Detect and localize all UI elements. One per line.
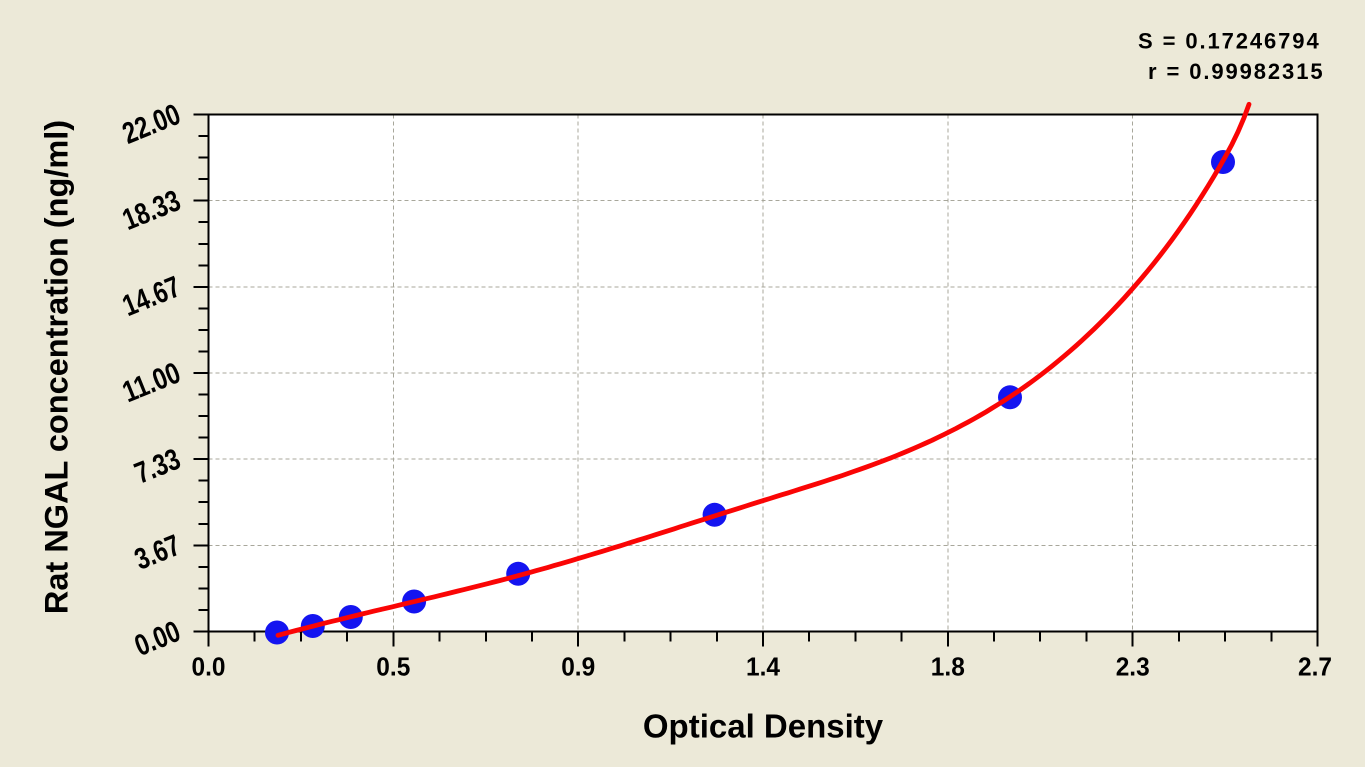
svg-text:0.5: 0.5: [376, 652, 410, 682]
svg-text:2.3: 2.3: [1116, 652, 1150, 682]
svg-text:2.7: 2.7: [1298, 652, 1332, 682]
svg-text:Rat NGAL concentration (ng/ml): Rat NGAL concentration (ng/ml): [39, 120, 75, 614]
svg-text:1.4: 1.4: [746, 652, 780, 682]
svg-text:1.8: 1.8: [931, 652, 965, 682]
svg-text:0.9: 0.9: [561, 652, 595, 682]
svg-text:S = 0.17246794: S = 0.17246794: [1138, 29, 1321, 54]
svg-text:r = 0.99982315: r = 0.99982315: [1148, 59, 1324, 84]
svg-text:0.0: 0.0: [192, 652, 226, 682]
svg-text:Optical Density: Optical Density: [643, 708, 884, 745]
